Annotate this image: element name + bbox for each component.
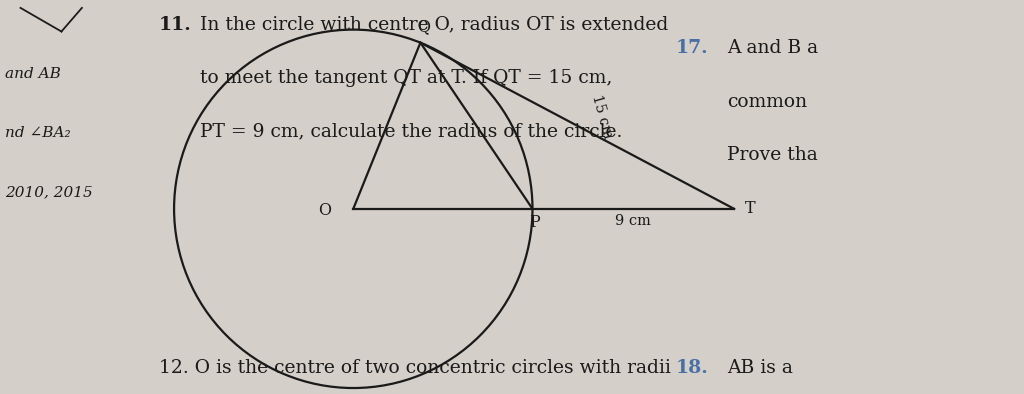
Text: P: P xyxy=(528,214,540,232)
Text: AB is a: AB is a xyxy=(727,359,793,377)
Text: PT = 9 cm, calculate the radius of the circle.: PT = 9 cm, calculate the radius of the c… xyxy=(200,122,622,140)
Text: In the circle with centre O, radius OT is extended: In the circle with centre O, radius OT i… xyxy=(200,16,668,34)
Text: 11.: 11. xyxy=(159,16,191,34)
Text: Q: Q xyxy=(418,19,431,35)
Text: 17.: 17. xyxy=(676,39,709,58)
Text: 12. O is the centre of two concentric circles with radii: 12. O is the centre of two concentric ci… xyxy=(159,359,671,377)
Text: to meet the tangent QT at T. If QT = 15 cm,: to meet the tangent QT at T. If QT = 15 … xyxy=(200,69,612,87)
Text: nd ∠BA₂: nd ∠BA₂ xyxy=(5,126,71,140)
Text: A and B a: A and B a xyxy=(727,39,818,58)
Text: 2010, 2015: 2010, 2015 xyxy=(5,185,93,199)
Text: Prove tha: Prove tha xyxy=(727,146,818,164)
Text: and AB: and AB xyxy=(5,67,61,81)
Text: 15 cm: 15 cm xyxy=(589,93,614,139)
Text: O: O xyxy=(318,203,331,219)
Text: common: common xyxy=(727,93,807,111)
Text: 9 cm: 9 cm xyxy=(615,214,651,228)
Text: T: T xyxy=(745,200,756,217)
Text: 18.: 18. xyxy=(676,359,709,377)
